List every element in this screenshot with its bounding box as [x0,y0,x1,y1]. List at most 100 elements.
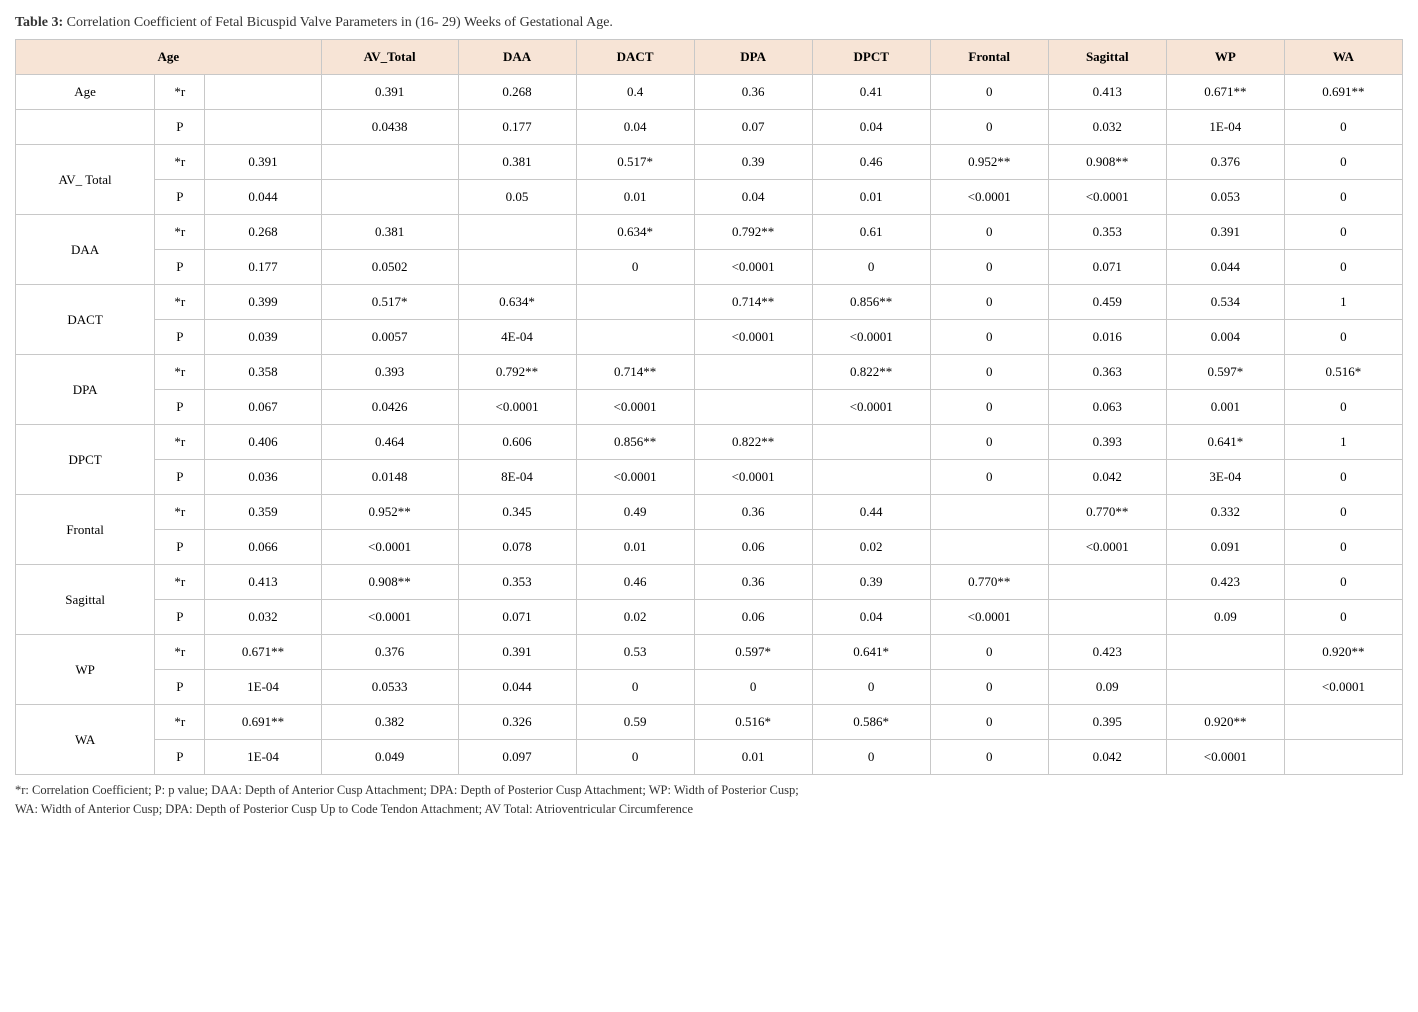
data-cell: <0.0001 [694,320,812,355]
data-cell: 0 [812,250,930,285]
data-cell: 0 [930,215,1048,250]
data-cell: 0 [930,670,1048,705]
row-label: WA [16,705,155,775]
row-label: DAA [16,215,155,285]
footnote-line-2: WA: Width of Anterior Cusp; DPA: Depth o… [15,800,1403,819]
data-cell: <0.0001 [694,250,812,285]
footnote: *r: Correlation Coefficient; P: p value;… [15,781,1403,819]
data-cell: 0.09 [1166,600,1284,635]
caption-text: Correlation Coefficient of Fetal Bicuspi… [63,15,613,30]
table-body: Age*r0.3910.2680.40.360.4100.4130.671**0… [16,75,1403,775]
data-cell: 0.345 [458,495,576,530]
data-cell: <0.0001 [576,460,694,495]
data-cell: 0.326 [458,705,576,740]
data-cell: 0 [1284,320,1402,355]
data-cell: 0.770** [930,565,1048,600]
data-cell: 0 [1284,600,1402,635]
data-cell [694,390,812,425]
data-cell [930,530,1048,565]
data-cell: 0.053 [1166,180,1284,215]
data-cell: 0.822** [812,355,930,390]
stat-label-r: *r [155,355,205,390]
data-cell: 0 [930,355,1048,390]
data-cell: 0.671** [1166,75,1284,110]
data-cell: 0 [930,425,1048,460]
data-cell: 0.691** [205,705,321,740]
table-row: P1E-040.05330.04400000.09<0.0001 [16,670,1403,705]
data-cell: 0.01 [812,180,930,215]
data-cell: <0.0001 [321,530,458,565]
data-cell: 0.044 [458,670,576,705]
row-label: DACT [16,285,155,355]
row-label: Age [16,75,155,110]
table-row: DPA*r0.3580.3930.792**0.714**0.822**00.3… [16,355,1403,390]
data-cell: 0.02 [576,600,694,635]
stat-label-r: *r [155,425,205,460]
data-cell: 0.0438 [321,110,458,145]
data-cell: 0.36 [694,75,812,110]
data-cell [576,285,694,320]
data-cell: 0.822** [694,425,812,460]
data-cell: 0.004 [1166,320,1284,355]
table-row: P0.04380.1770.040.070.0400.0321E-040 [16,110,1403,145]
data-cell: 0.353 [1048,215,1166,250]
stat-label-r: *r [155,145,205,180]
data-cell: 0.071 [1048,250,1166,285]
stat-label-p: P [155,740,205,775]
data-cell: 0.517* [576,145,694,180]
data-cell: 0.001 [1166,390,1284,425]
stat-label-r: *r [155,215,205,250]
table-head: AgeAV_TotalDAADACTDPADPCTFrontalSagittal… [16,40,1403,75]
header-cell: WP [1166,40,1284,75]
data-cell: 0.46 [576,565,694,600]
data-cell [930,495,1048,530]
data-cell: 0.381 [458,145,576,180]
data-cell: 0 [930,250,1048,285]
stat-label-p: P [155,320,205,355]
data-cell: 0.634* [576,215,694,250]
data-cell: 0.091 [1166,530,1284,565]
data-cell: 0.391 [458,635,576,670]
data-cell: <0.0001 [812,390,930,425]
stat-label-p: P [155,250,205,285]
data-cell: 0.032 [1048,110,1166,145]
data-cell: 0.042 [1048,740,1166,775]
data-cell: 3E-04 [1166,460,1284,495]
stat-label-r: *r [155,285,205,320]
data-cell: 0.393 [1048,425,1166,460]
data-cell: 0.714** [694,285,812,320]
data-cell: 0 [694,670,812,705]
data-cell: 0 [576,670,694,705]
header-cell: DPCT [812,40,930,75]
data-cell: 0.36 [694,495,812,530]
table-row: P0.1770.05020<0.0001000.0710.0440 [16,250,1403,285]
data-cell: 0.358 [205,355,321,390]
data-cell: 0.41 [812,75,930,110]
table-row: Frontal*r0.3590.952**0.3450.490.360.440.… [16,495,1403,530]
data-cell: 0.634* [458,285,576,320]
data-cell: 0.042 [1048,460,1166,495]
data-cell: 0.516* [694,705,812,740]
data-cell: 0.4 [576,75,694,110]
data-cell: 0.04 [694,180,812,215]
data-cell: 0.952** [321,495,458,530]
data-cell: 0.413 [205,565,321,600]
data-cell: 0 [1284,460,1402,495]
data-cell: 0.032 [205,600,321,635]
data-cell: 0.391 [205,145,321,180]
row-label: AV_ Total [16,145,155,215]
data-cell: 0.517* [321,285,458,320]
data-cell: 0 [1284,180,1402,215]
table-row: DACT*r0.3990.517*0.634*0.714**0.856**00.… [16,285,1403,320]
data-cell: 0.01 [576,180,694,215]
data-cell [1048,565,1166,600]
header-row: AgeAV_TotalDAADACTDPADPCTFrontalSagittal… [16,40,1403,75]
data-cell: 0.44 [812,495,930,530]
stat-label-p: P [155,530,205,565]
table-row: DAA*r0.2680.3810.634*0.792**0.6100.3530.… [16,215,1403,250]
data-cell: 0.376 [321,635,458,670]
data-cell: 0 [1284,215,1402,250]
row-label: Sagittal [16,565,155,635]
row-label: DPCT [16,425,155,495]
header-cell: AV_Total [321,40,458,75]
